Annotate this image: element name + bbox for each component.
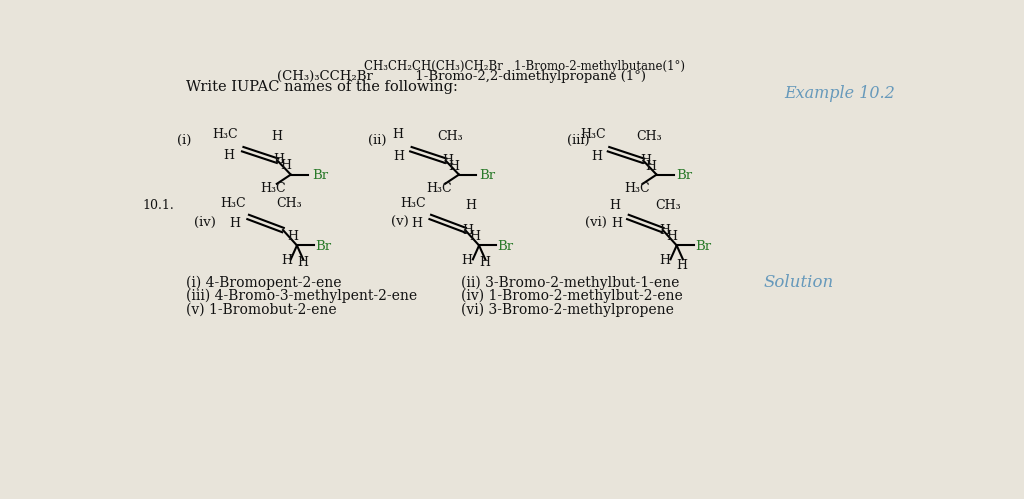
Text: H: H <box>282 254 293 267</box>
Text: H: H <box>609 199 621 212</box>
Text: CH₃: CH₃ <box>276 198 302 211</box>
Text: (ii) 3-Bromo-2-methylbut-1-ene: (ii) 3-Bromo-2-methylbut-1-ene <box>461 275 680 289</box>
Text: CH₃: CH₃ <box>437 130 463 143</box>
Text: H₃C: H₃C <box>400 198 426 211</box>
Text: Example 10.2: Example 10.2 <box>784 85 895 102</box>
Text: H: H <box>297 256 308 269</box>
Text: (v) 1-Bromobut-2-ene: (v) 1-Bromobut-2-ene <box>186 303 337 317</box>
Text: CH₃: CH₃ <box>636 130 662 143</box>
Text: Write IUPAC names of the following:: Write IUPAC names of the following: <box>186 80 458 94</box>
Text: (v): (v) <box>391 216 410 229</box>
Text: (ii): (ii) <box>369 133 387 147</box>
Text: (i) 4-Bromopent-2-ene: (i) 4-Bromopent-2-ene <box>186 275 342 289</box>
Text: H: H <box>273 153 285 166</box>
Text: H: H <box>394 150 404 163</box>
Text: H: H <box>659 224 671 237</box>
Text: H: H <box>223 149 234 162</box>
Text: Br: Br <box>498 240 514 252</box>
Text: (CH₃)₃CCH₂Br          1-Bromo-2,2-dimethylpropane (1°): (CH₃)₃CCH₂Br 1-Bromo-2,2-dimethylpropane… <box>276 69 646 82</box>
Text: H: H <box>449 160 459 174</box>
Text: H₃C: H₃C <box>212 128 238 141</box>
Text: H: H <box>392 128 403 141</box>
Text: H₃C: H₃C <box>260 182 286 195</box>
Text: H: H <box>645 160 656 174</box>
Text: H: H <box>280 159 291 172</box>
Text: Br: Br <box>479 169 496 182</box>
Text: Br: Br <box>695 240 712 252</box>
Text: CH₃: CH₃ <box>655 199 681 212</box>
Text: (iv) 1-Bromo-2-methylbut-2-ene: (iv) 1-Bromo-2-methylbut-2-ene <box>461 289 683 303</box>
Text: (iii) 4-Bromo-3-methylpent-2-ene: (iii) 4-Bromo-3-methylpent-2-ene <box>186 289 417 303</box>
Text: Solution: Solution <box>764 274 834 291</box>
Text: H: H <box>462 224 473 237</box>
Text: H: H <box>461 254 472 267</box>
Text: (vi): (vi) <box>586 216 607 229</box>
Text: H: H <box>469 230 480 243</box>
Text: H₃C: H₃C <box>625 182 650 195</box>
Text: Br: Br <box>315 240 332 252</box>
Text: (i): (i) <box>177 133 191 147</box>
Text: H: H <box>442 154 454 167</box>
Text: H₃C: H₃C <box>427 182 453 195</box>
Text: H₃C: H₃C <box>581 128 606 141</box>
Text: H₃C: H₃C <box>220 198 246 211</box>
Text: H: H <box>667 230 678 243</box>
Text: CH₃CH₂CH(CH₃)CH₂Br   1-Bromo-2-methylbutane(1°): CH₃CH₂CH(CH₃)CH₂Br 1-Bromo-2-methylbutan… <box>365 59 685 72</box>
Text: H: H <box>229 218 241 231</box>
Text: H: H <box>640 154 651 167</box>
Text: (vi) 3-Bromo-2-methylpropene: (vi) 3-Bromo-2-methylpropene <box>461 303 674 317</box>
Text: Br: Br <box>677 169 693 182</box>
Text: H: H <box>271 130 283 143</box>
Text: H: H <box>479 256 490 269</box>
Text: H: H <box>287 230 298 243</box>
Text: H: H <box>411 218 422 231</box>
Text: H: H <box>592 150 602 163</box>
Text: (iv): (iv) <box>194 216 216 229</box>
Text: 10.1.: 10.1. <box>142 199 174 212</box>
Text: H: H <box>658 254 670 267</box>
Text: (iii): (iii) <box>567 133 590 147</box>
Text: Br: Br <box>312 169 329 182</box>
Text: H: H <box>465 199 476 212</box>
Text: H: H <box>611 218 623 231</box>
Text: H: H <box>677 259 688 272</box>
